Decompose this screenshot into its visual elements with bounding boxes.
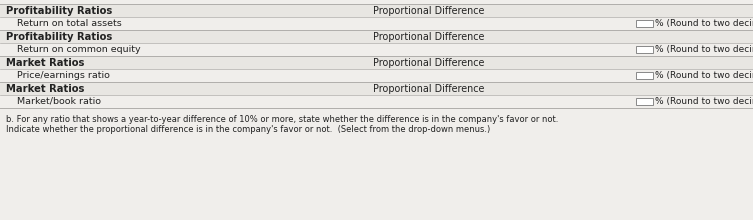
Text: % (Round to two decimal places.): % (Round to two decimal places.) [655,45,753,54]
Bar [0,30,753,43]
Bar [636,98,653,105]
Bar [0,56,753,69]
Text: % (Round to two decimal places.): % (Round to two decimal places.) [655,97,753,106]
Text: Proportional Difference: Proportional Difference [373,57,484,68]
Text: Proportional Difference: Proportional Difference [373,31,484,42]
Text: Return on total assets: Return on total assets [17,19,121,28]
Text: Profitability Ratios: Profitability Ratios [6,6,112,15]
Text: Market Ratios: Market Ratios [6,57,84,68]
Bar [0,17,753,30]
Text: Profitability Ratios: Profitability Ratios [6,31,112,42]
Text: b. For any ratio that shows a year-to-year difference of 10% or more, state whet: b. For any ratio that shows a year-to-ye… [6,114,559,123]
Text: Price/earnings ratio: Price/earnings ratio [17,71,109,80]
Text: Indicate whether the proportional difference is in the company's favor or not.  : Indicate whether the proportional differ… [6,125,490,134]
Bar [0,4,753,17]
Text: Proportional Difference: Proportional Difference [373,6,484,15]
Bar [0,69,753,82]
Text: Proportional Difference: Proportional Difference [373,84,484,93]
Text: % (Round to two decimal places.): % (Round to two decimal places.) [655,19,753,28]
Bar [0,43,753,56]
Text: Return on common equity: Return on common equity [17,45,140,54]
Text: Market Ratios: Market Ratios [6,84,84,93]
Bar [636,46,653,53]
Bar [636,20,653,28]
Text: Market/book ratio: Market/book ratio [17,97,101,106]
Bar [0,95,753,108]
Bar [0,82,753,95]
Bar [636,72,653,79]
Text: % (Round to two decimal places.): % (Round to two decimal places.) [655,71,753,80]
